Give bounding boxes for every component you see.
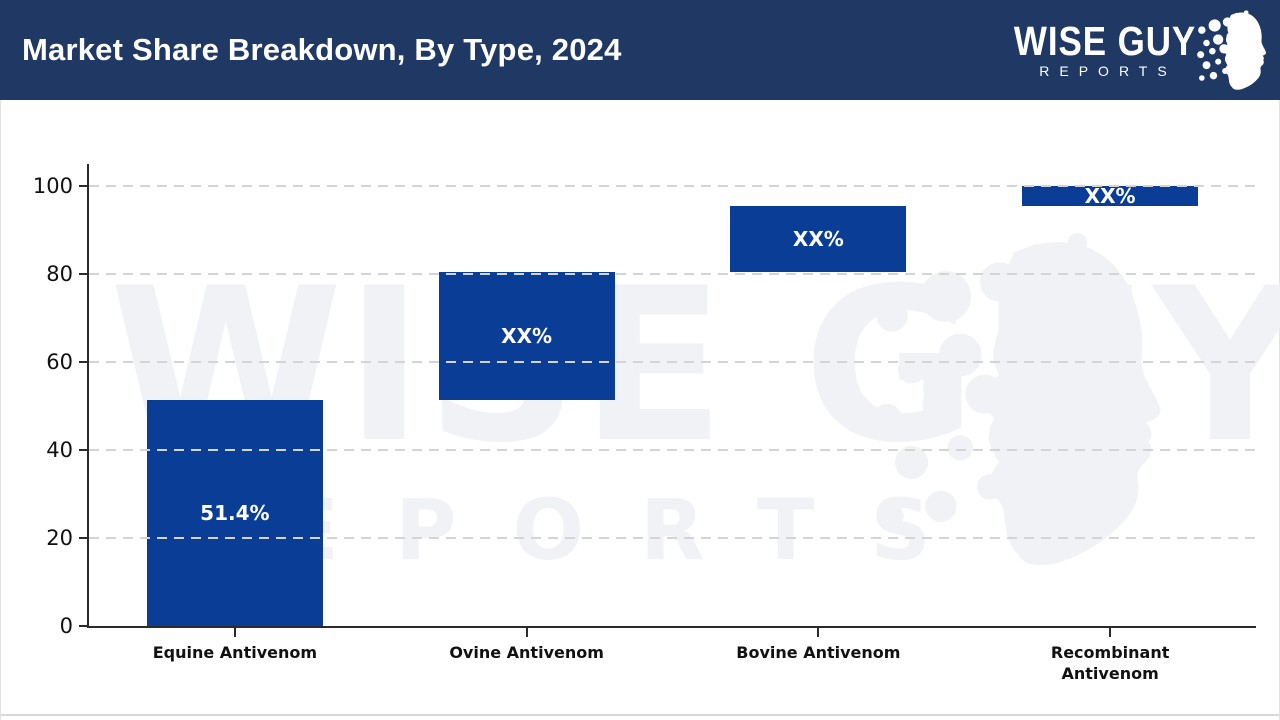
wiseguy-logo-wordmark: WISE GUY <box>1013 18 1197 65</box>
gridline-y100 <box>89 185 1256 187</box>
y-tick-mark <box>79 449 88 451</box>
y-tick-mark <box>79 537 88 539</box>
wiseguy-logo-subtitle: REPORTS <box>1039 62 1177 79</box>
x-axis-category-label: Ovine Antivenom <box>449 643 604 662</box>
y-axis-line <box>87 164 89 628</box>
wiseguy-face-logo-icon <box>1197 10 1267 90</box>
bar-value-label: XX% <box>1084 183 1136 208</box>
chart-title: Market Share Breakdown, By Type, 2024 <box>22 32 622 67</box>
x-tick-mark <box>525 628 528 637</box>
x-axis-category-label: Recombinant Antivenom <box>1050 643 1170 683</box>
x-tick-mark <box>1109 628 1112 637</box>
x-tick-mark <box>817 628 820 637</box>
gridline-y60 <box>89 361 1256 363</box>
bar-equine-antivenom <box>146 399 323 626</box>
wiseguy-logo: WISE GUY REPORTS <box>1006 8 1272 92</box>
y-tick-mark <box>79 625 88 627</box>
x-axis-category-label: Equine Antivenom <box>152 643 318 662</box>
bar-value-label: XX% <box>792 226 844 251</box>
gridline-y80 <box>89 273 1256 275</box>
bar-bovine-antivenom <box>730 205 907 272</box>
header-bar: Market Share Breakdown, By Type, 2024 WI… <box>0 0 1280 100</box>
footer-divider <box>1 714 1279 716</box>
x-axis-category-label: Bovine Antivenom <box>736 643 901 662</box>
gridline-y40 <box>89 449 1256 451</box>
chart-panel: WISE GUY REPORTS 51.4% Equine Antivenom XX… <box>0 100 1280 720</box>
y-tick-label: 0 <box>59 614 73 638</box>
x-axis-line <box>87 626 1256 628</box>
gridline-y20 <box>89 537 1256 539</box>
y-tick-label: 40 <box>46 438 73 462</box>
bar-recombinant-antivenom <box>1022 186 1199 206</box>
x-tick-mark <box>233 628 236 637</box>
plot-area: 51.4% Equine Antivenom XX% Ovine Antivenom X… <box>1 100 1279 720</box>
bar-value-label: XX% <box>501 323 553 348</box>
bar-value-label: 51.4% <box>200 500 270 525</box>
wiseguy-logo-text: WISE GUY REPORTS <box>1006 18 1204 79</box>
y-tick-label: 20 <box>46 526 73 550</box>
y-tick-mark <box>79 361 88 363</box>
y-tick-label: 100 <box>32 174 73 198</box>
y-tick-mark <box>79 273 88 275</box>
y-tick-label: 60 <box>46 350 73 374</box>
y-tick-label: 80 <box>46 262 73 286</box>
y-tick-mark <box>79 185 88 187</box>
bar-ovine-antivenom <box>438 271 615 400</box>
